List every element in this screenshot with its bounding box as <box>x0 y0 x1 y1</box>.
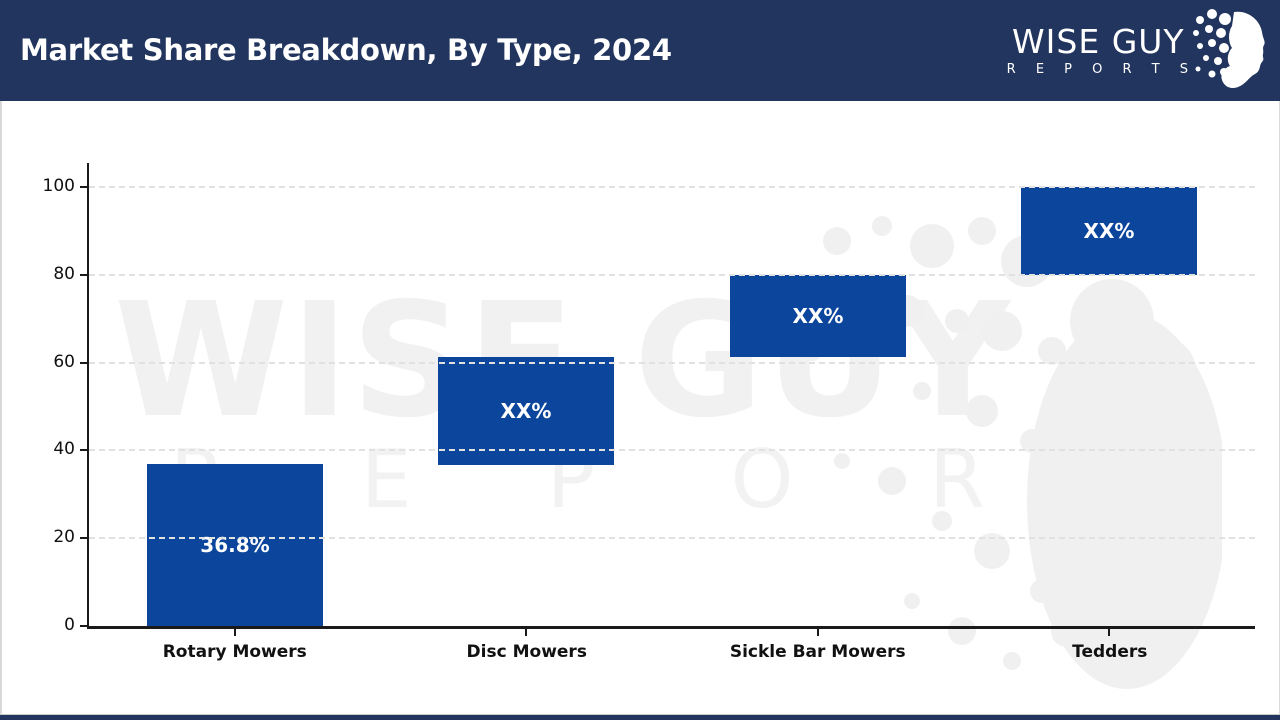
bar-value-label: XX% <box>792 304 844 328</box>
x-axis-tick-mark <box>816 629 819 636</box>
y-axis-tick-mark <box>80 273 89 276</box>
y-axis-line <box>87 163 89 626</box>
y-axis-tick-label: 100 <box>42 176 75 196</box>
gridline-100 <box>89 186 1255 188</box>
bar-value-label: 36.8% <box>200 533 270 557</box>
bar-value-label: XX% <box>1083 219 1135 243</box>
bar-tedders: XX% <box>1021 187 1197 275</box>
footer-bar <box>0 714 1280 720</box>
y-axis-tick-mark <box>80 186 89 188</box>
gridline-60 <box>89 361 1255 364</box>
brand-face-icon <box>1193 9 1265 89</box>
x-axis-tick-mark <box>1108 629 1111 636</box>
gridline-40 <box>89 449 1255 452</box>
gridline-80 <box>89 273 1255 276</box>
y-axis-tick-label: 80 <box>53 263 75 284</box>
y-axis-tick-mark <box>80 537 89 540</box>
y-axis-tick-mark <box>80 361 89 364</box>
gridline-20 <box>89 537 1255 540</box>
page-title: Market Share Breakdown, By Type, 2024 <box>20 33 672 67</box>
x-axis-tick-mark <box>525 629 528 636</box>
plot: 0 20 40 60 80 100 36.8% Rotary Mowers XX% Disc Mo… <box>2 101 1279 715</box>
x-axis-line <box>87 626 1255 629</box>
y-axis-tick-label: 20 <box>53 527 75 548</box>
brand-logo-text: WISE GUY R E P O R T S <box>1001 25 1196 77</box>
x-axis-category-label: Disc Mowers <box>466 642 587 662</box>
bar-sickle-bar-mowers: XX% <box>730 275 906 357</box>
x-axis-category-label: Sickle Bar Mowers <box>729 642 906 662</box>
y-axis-tick-mark <box>80 625 89 627</box>
y-axis-tick-label: 40 <box>53 439 75 460</box>
brand-logo: WISE GUY R E P O R T S <box>1001 6 1270 96</box>
chart-area: WISE GUY R E P O R T S 02040608010036.8%… <box>0 101 1280 715</box>
bar-disc-mowers: XX% <box>438 357 614 465</box>
x-axis-tick-mark <box>233 629 236 636</box>
brand-name: WISE GUY <box>1012 22 1185 62</box>
y-axis-tick-label: 0 <box>64 615 75 635</box>
header: Market Share Breakdown, By Type, 2024 WI… <box>0 0 1280 101</box>
bar-rotary-mowers: 36.8% <box>147 464 323 626</box>
y-axis-tick-mark <box>80 449 89 452</box>
bar-value-label: XX% <box>500 399 552 423</box>
x-axis-category-label: Tedders <box>1072 642 1148 662</box>
x-axis-category-label: Rotary Mowers <box>162 642 307 662</box>
brand-subname: R E P O R T S <box>1006 61 1196 77</box>
y-axis-tick-label: 60 <box>53 351 75 372</box>
